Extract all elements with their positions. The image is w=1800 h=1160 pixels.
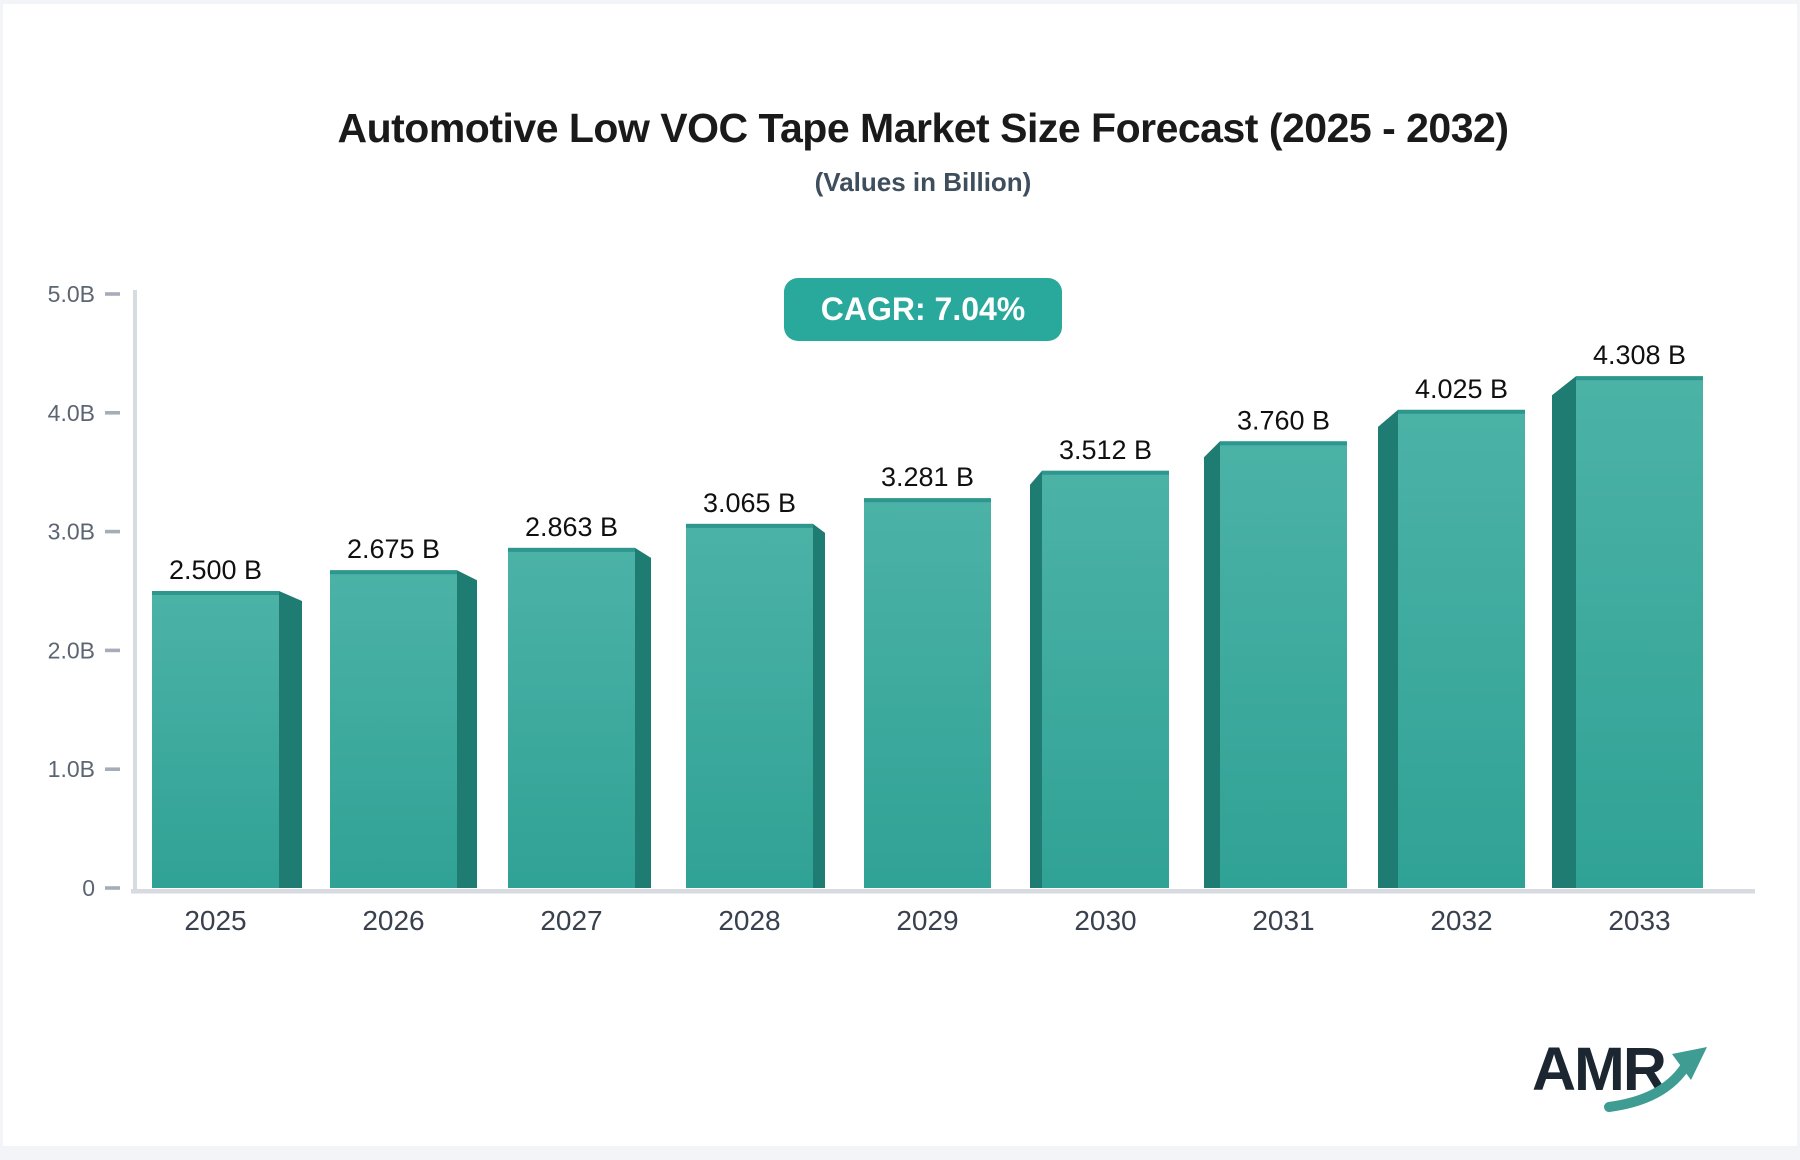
- bar: [152, 591, 279, 888]
- bar-side-face: [813, 524, 825, 888]
- y-axis-label: 3.0B: [48, 519, 95, 545]
- bar-top-edge: [330, 570, 457, 574]
- bar-side-face: [1204, 441, 1220, 888]
- bar-side-face: [1552, 376, 1576, 888]
- y-axis-line: [133, 290, 137, 892]
- bar-side-face: [279, 591, 302, 888]
- bar: [1042, 471, 1169, 888]
- bar-value-label: 2.675 B: [347, 534, 440, 564]
- bar-top-edge: [864, 498, 991, 502]
- bar-top-edge: [1398, 410, 1525, 414]
- y-axis-tick: [105, 530, 120, 534]
- x-axis-label: 2033: [1608, 905, 1670, 936]
- y-axis-tick: [105, 886, 120, 890]
- y-axis-tick: [105, 411, 120, 415]
- bar: [1220, 441, 1347, 888]
- y-axis-label: 2.0B: [48, 637, 95, 663]
- x-axis-label: 2032: [1430, 905, 1492, 936]
- bar-top-edge: [508, 548, 635, 552]
- bar-value-label: 3.281 B: [881, 462, 974, 492]
- bar-top-edge: [1042, 471, 1169, 475]
- bar-side-face: [457, 570, 477, 888]
- x-axis-label: 2031: [1252, 905, 1314, 936]
- y-axis-tick: [105, 767, 120, 771]
- bar: [864, 498, 991, 888]
- bar-value-label: 4.308 B: [1593, 340, 1686, 370]
- chart-title: Automotive Low VOC Tape Market Size Fore…: [43, 103, 1800, 153]
- bar: [508, 548, 635, 888]
- y-axis-tick: [105, 649, 120, 653]
- bar: [330, 570, 457, 888]
- bar-value-label: 4.025 B: [1415, 374, 1508, 404]
- bar-side-face: [1378, 410, 1398, 888]
- bar: [686, 524, 813, 888]
- y-axis-label: 4.0B: [48, 400, 95, 426]
- bar-top-edge: [686, 524, 813, 528]
- bar-top-edge: [1220, 441, 1347, 445]
- bar-value-label: 2.500 B: [169, 555, 262, 585]
- bar-value-label: 3.512 B: [1059, 435, 1152, 465]
- x-axis-label: 2028: [718, 905, 780, 936]
- bar: [1576, 376, 1703, 888]
- bar-side-face: [635, 548, 651, 888]
- chart-subtitle: (Values in Billion): [43, 167, 1800, 198]
- y-axis-label: 1.0B: [48, 756, 95, 782]
- bar-top-edge: [1576, 376, 1703, 380]
- bar-side-face: [1030, 471, 1042, 888]
- cagr-badge: CAGR: 7.04%: [784, 278, 1063, 341]
- y-axis-label: 0: [82, 875, 95, 901]
- x-axis-label: 2027: [540, 905, 602, 936]
- x-axis-label: 2026: [362, 905, 424, 936]
- x-axis-line: [131, 889, 1755, 894]
- chart-header: Automotive Low VOC Tape Market Size Fore…: [43, 4, 1800, 341]
- bar-value-label: 2.863 B: [525, 512, 618, 542]
- bar-value-label: 3.065 B: [703, 488, 796, 518]
- amr-logo: AMR: [1491, 1009, 1781, 1134]
- brand-logo: AMR: [1491, 1009, 1781, 1134]
- bar-value-label: 3.760 B: [1237, 405, 1330, 435]
- x-axis-label: 2029: [896, 905, 958, 936]
- bar-top-edge: [152, 591, 279, 595]
- x-axis-label: 2030: [1074, 905, 1136, 936]
- x-axis-label: 2025: [184, 905, 246, 936]
- bar: [1398, 410, 1525, 888]
